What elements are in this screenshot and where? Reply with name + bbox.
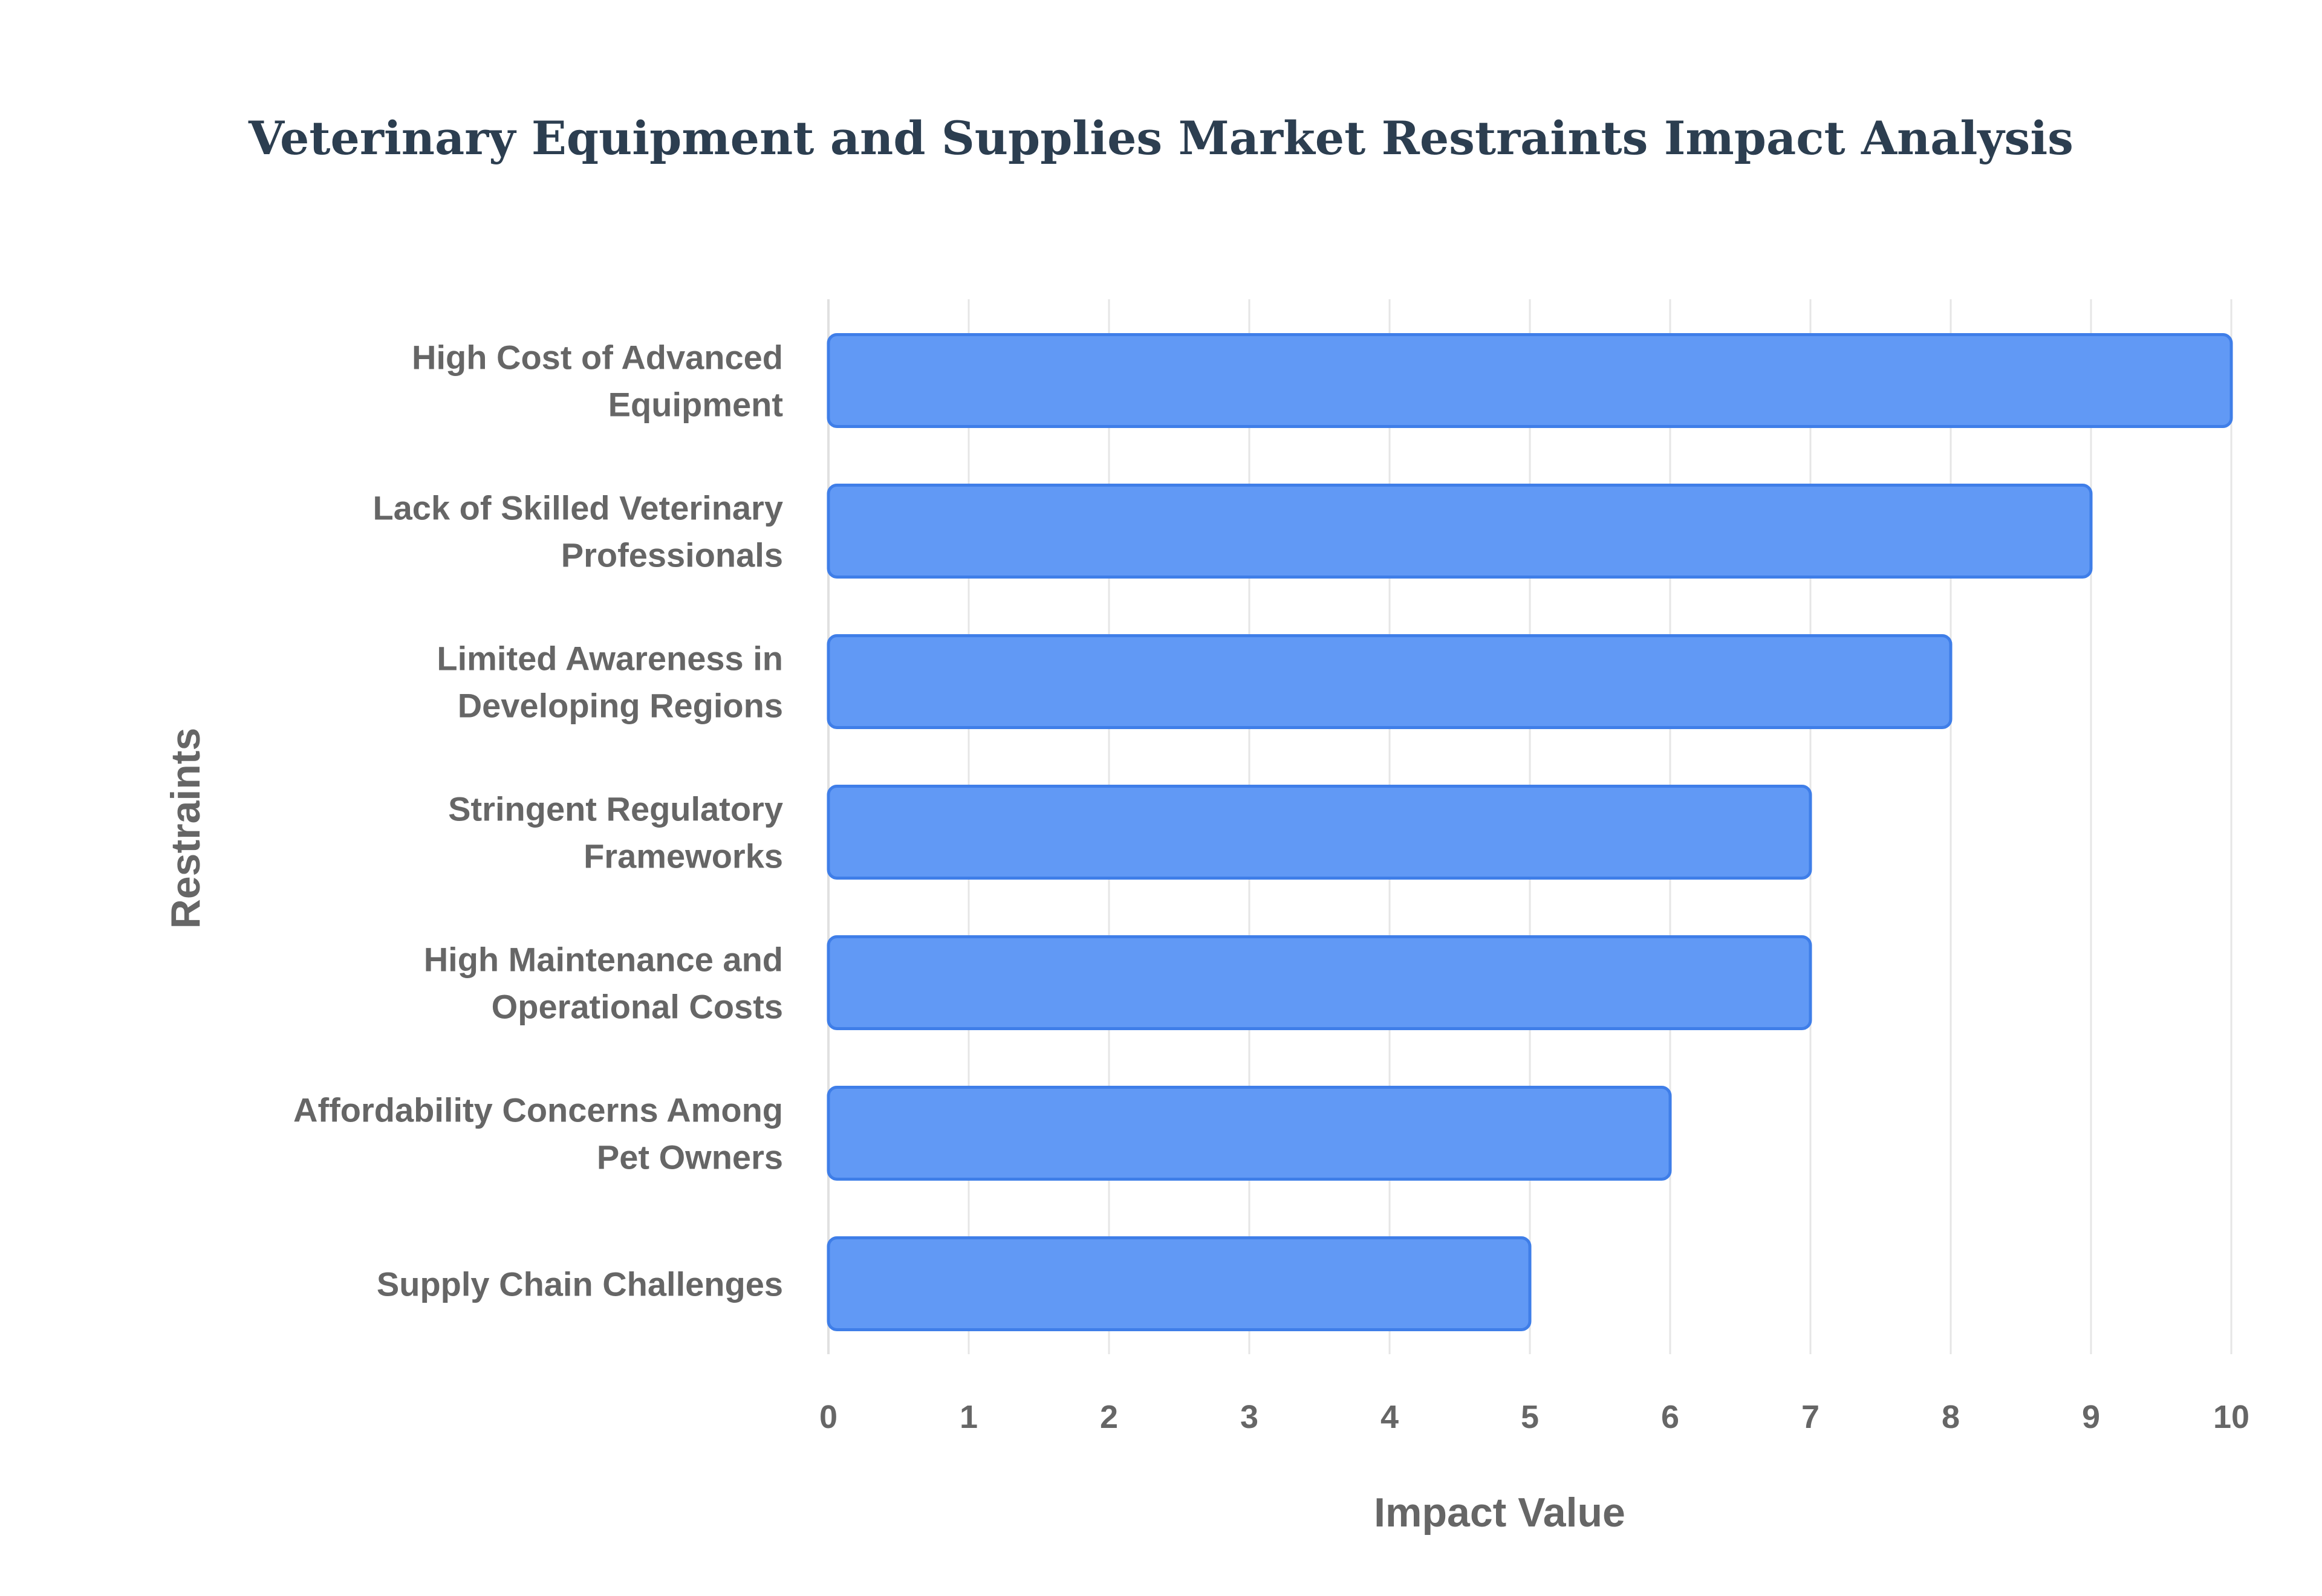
x-tick-label: 6 [1661,1399,1679,1435]
category-label: Stringent Regulatory Frameworks [448,790,783,875]
category-label: Lack of Skilled Veterinary Professionals [372,489,783,574]
bars [827,333,2233,1331]
x-tick-labels: 0 1 2 3 4 5 6 7 8 9 10 [819,1399,2249,1435]
x-tick-label: 5 [1521,1399,1539,1435]
category-label: Affordability Concerns Among Pet Owners [293,1091,783,1176]
chart-title: Veterinary Equipment and Supplies Market… [248,111,2073,165]
bar [827,935,1812,1030]
bar [827,1086,1672,1181]
category-label: High Cost of Advanced Equipment [412,339,783,424]
x-tick-label: 8 [1942,1399,1960,1435]
x-tick-label: 9 [2082,1399,2100,1435]
x-tick-label: 4 [1381,1399,1399,1435]
bar [827,785,1812,880]
category-label: High Maintenance and Operational Costs [424,941,783,1026]
x-tick-label: 2 [1100,1399,1118,1435]
x-axis-title: Impact Value [1374,1490,1625,1536]
category-labels: High Cost of Advanced Equipment Lack of Sk… [293,339,783,1303]
bar [827,484,2093,579]
y-axis-title: Restraints [163,728,209,929]
x-tick-label: 0 [819,1399,837,1435]
bar [827,333,2233,428]
x-tick-label: 3 [1240,1399,1258,1435]
bar [827,634,1953,729]
x-tick-label: 7 [1801,1399,1820,1435]
category-label: Limited Awareness in Developing Regions [437,640,783,725]
bar [827,1236,1532,1331]
x-tick-label: 1 [960,1399,978,1435]
category-label: Supply Chain Challenges [377,1265,783,1303]
x-tick-label: 10 [2213,1399,2249,1435]
